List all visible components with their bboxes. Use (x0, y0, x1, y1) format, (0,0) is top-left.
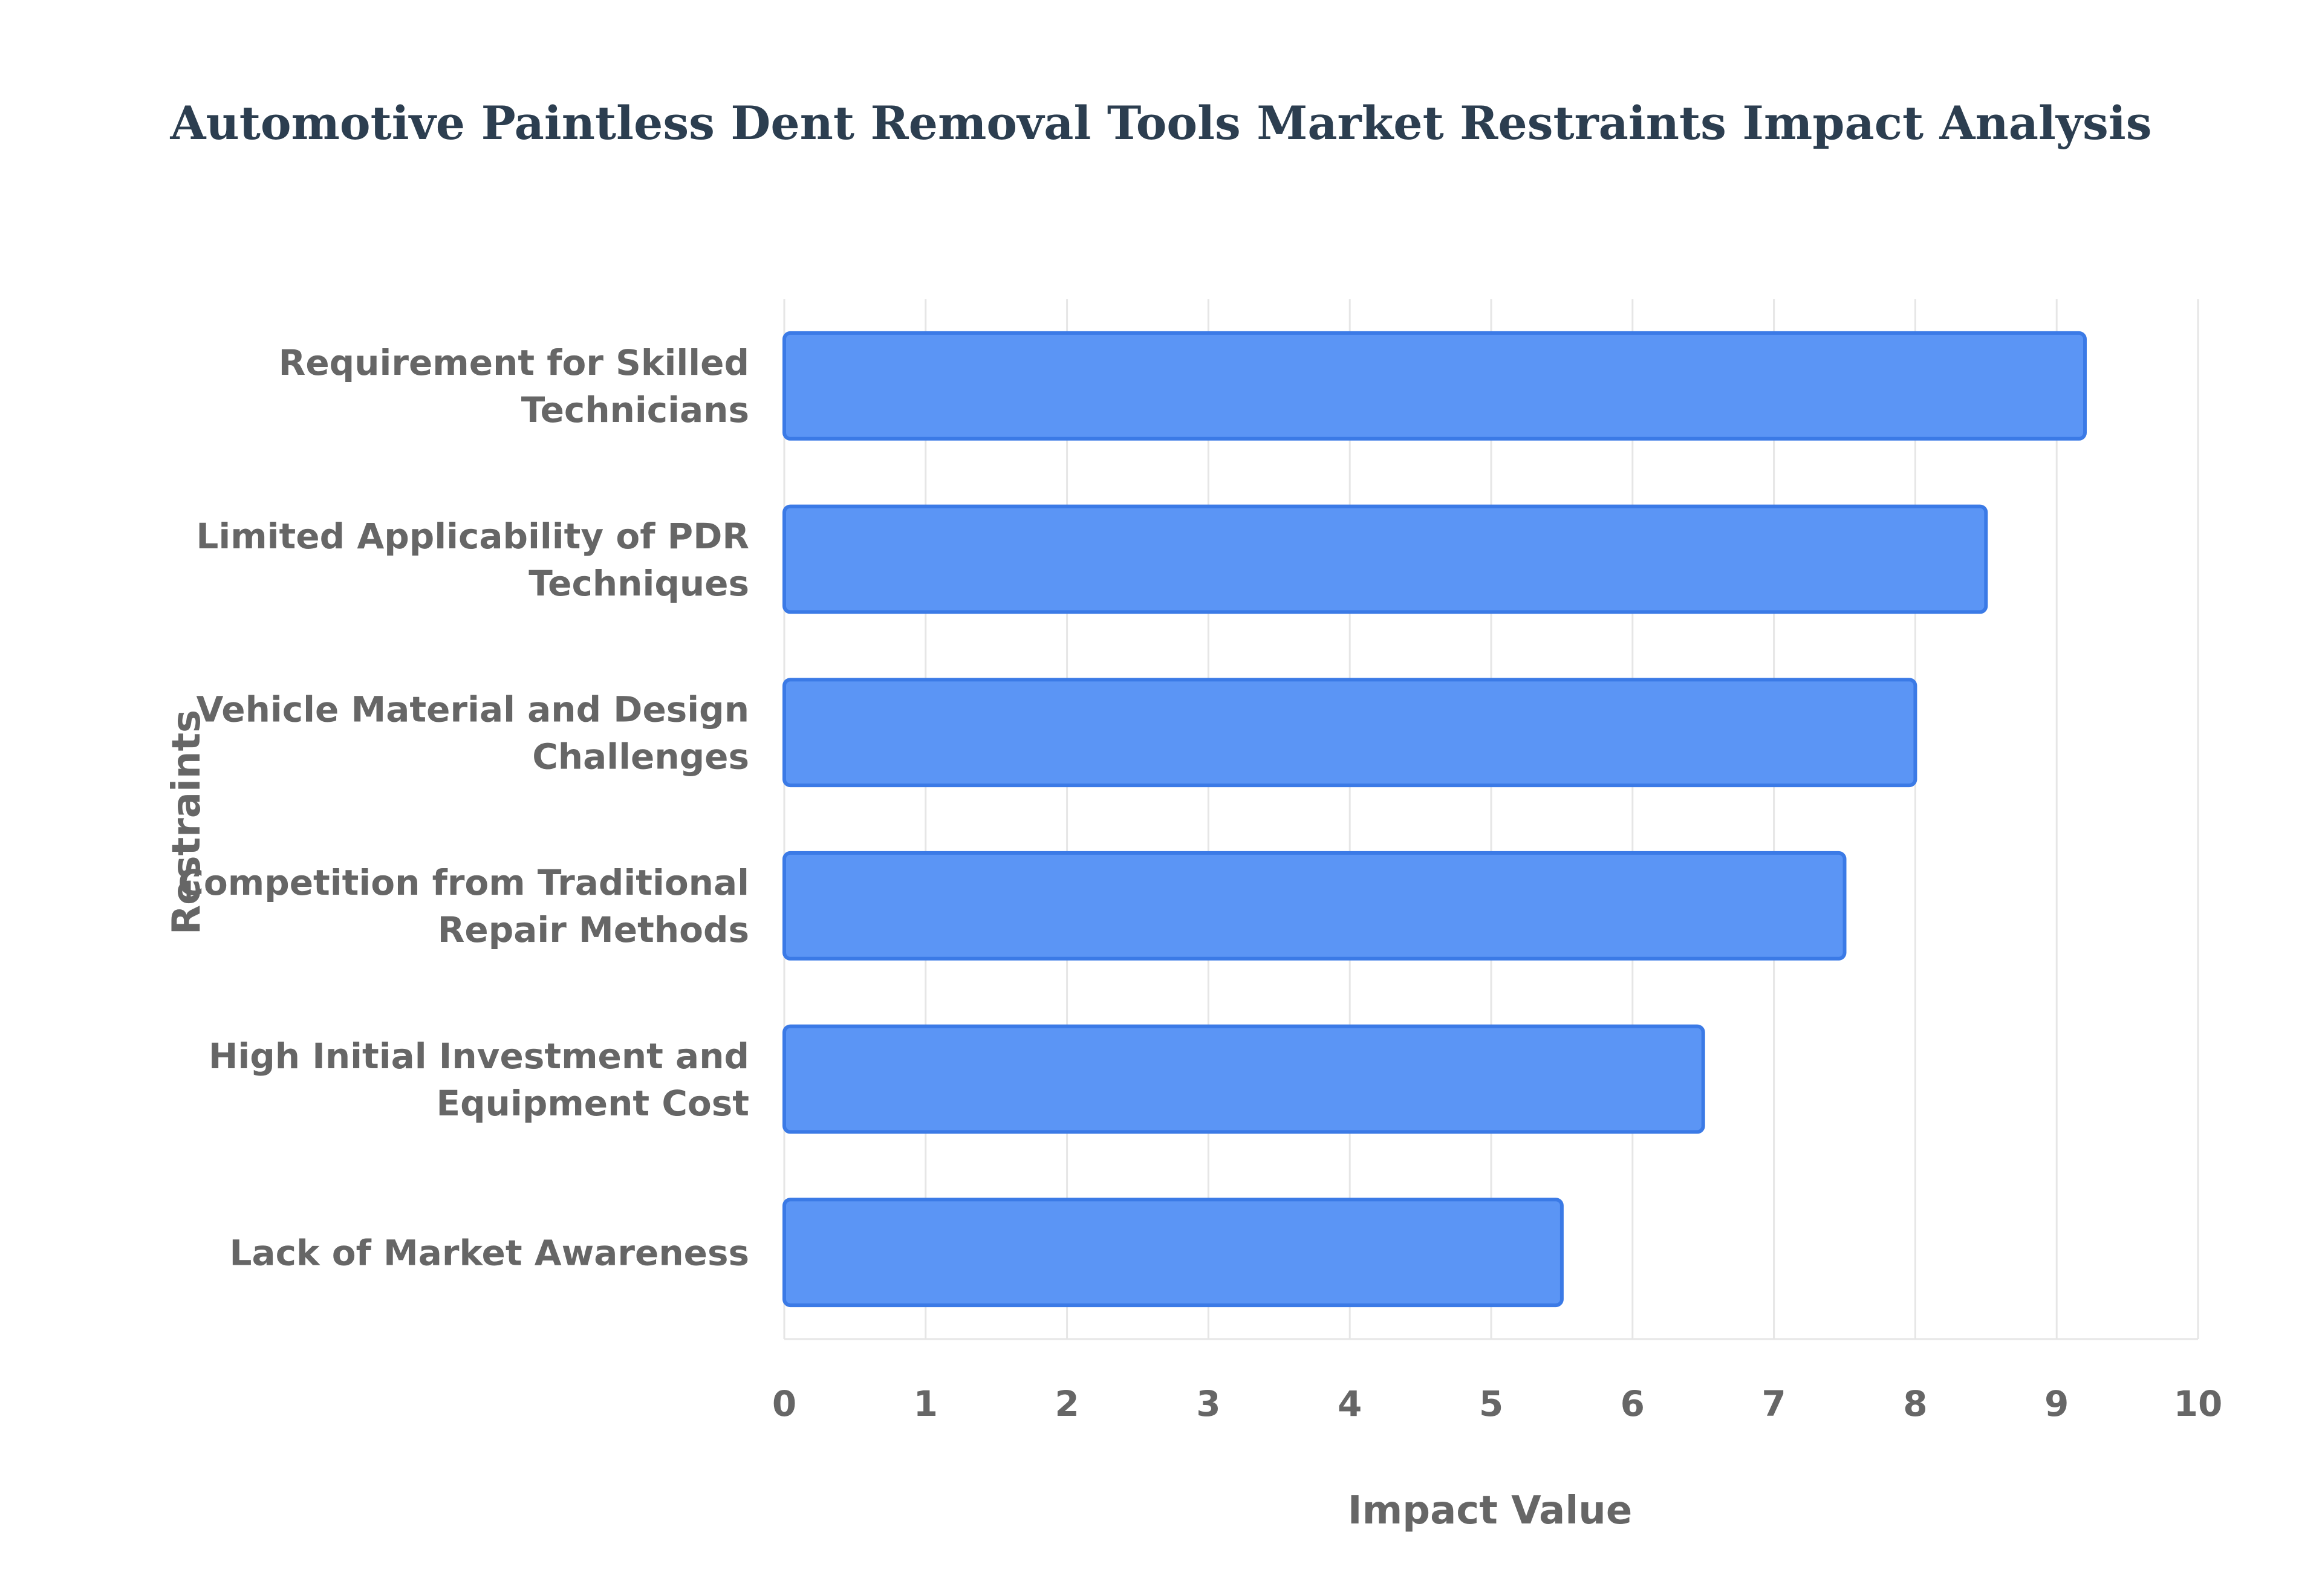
y-tick-label-line: Repair Methods (438, 909, 749, 950)
y-tick-label: High Initial Investment and Equipment Cos… (209, 1036, 749, 1124)
y-tick-label: Lack of Market Awareness (230, 1233, 749, 1274)
bar (782, 504, 1988, 614)
y-tick-label: Limited Applicability of PDR Techniques (196, 516, 749, 604)
bar (782, 1198, 1564, 1308)
y-tick-label-line: Competition from Traditional (178, 862, 749, 903)
x-tick-labels: 0 1 2 3 4 5 6 7 8 9 10 (772, 1383, 2223, 1424)
y-axis-label: Restraints (164, 710, 209, 935)
bar (782, 331, 2087, 441)
x-tick-label: 5 (1479, 1383, 1503, 1424)
bars (782, 331, 2087, 1308)
y-tick-label: Requirement for Skilled Technicians (279, 342, 749, 430)
x-tick-label: 9 (2044, 1383, 2069, 1424)
bar (782, 1024, 1705, 1134)
y-tick-label-line: Technicians (521, 389, 749, 430)
x-tick-label: 8 (1903, 1383, 1927, 1424)
y-tick-label: Vehicle Material and Design Challenges (197, 689, 749, 777)
x-tick-label: 10 (2174, 1383, 2223, 1424)
x-axis-label: Impact Value (1348, 1488, 1632, 1533)
chart-title: Automotive Paintless Dent Removal Tools … (170, 96, 2152, 150)
y-tick-label-line: Lack of Market Awareness (230, 1233, 749, 1274)
y-tick-label-line: Techniques (528, 563, 749, 604)
grid-lines (783, 299, 2199, 1340)
y-tick-label-line: Limited Applicability of PDR (196, 516, 749, 557)
x-tick-label: 2 (1055, 1383, 1079, 1424)
y-tick-label-line: Equipment Cost (437, 1083, 749, 1124)
x-tick-label: 0 (772, 1383, 796, 1424)
x-tick-label: 7 (1761, 1383, 1786, 1424)
y-tick-label-line: Vehicle Material and Design (197, 689, 749, 730)
x-tick-label: 1 (914, 1383, 938, 1424)
y-tick-label-line: High Initial Investment and (209, 1036, 749, 1077)
y-tick-label-line: Challenges (532, 736, 749, 777)
bar (782, 851, 1847, 961)
y-tick-label: Competition from Traditional Repair Metho… (178, 862, 749, 950)
x-tick-label: 6 (1621, 1383, 1645, 1424)
y-tick-label-line: Requirement for Skilled (279, 342, 749, 383)
x-tick-label: 4 (1338, 1383, 1362, 1424)
bar (782, 678, 1917, 788)
x-tick-label: 3 (1196, 1383, 1220, 1424)
y-tick-labels: Requirement for Skilled Technicians Limite… (178, 342, 749, 1273)
